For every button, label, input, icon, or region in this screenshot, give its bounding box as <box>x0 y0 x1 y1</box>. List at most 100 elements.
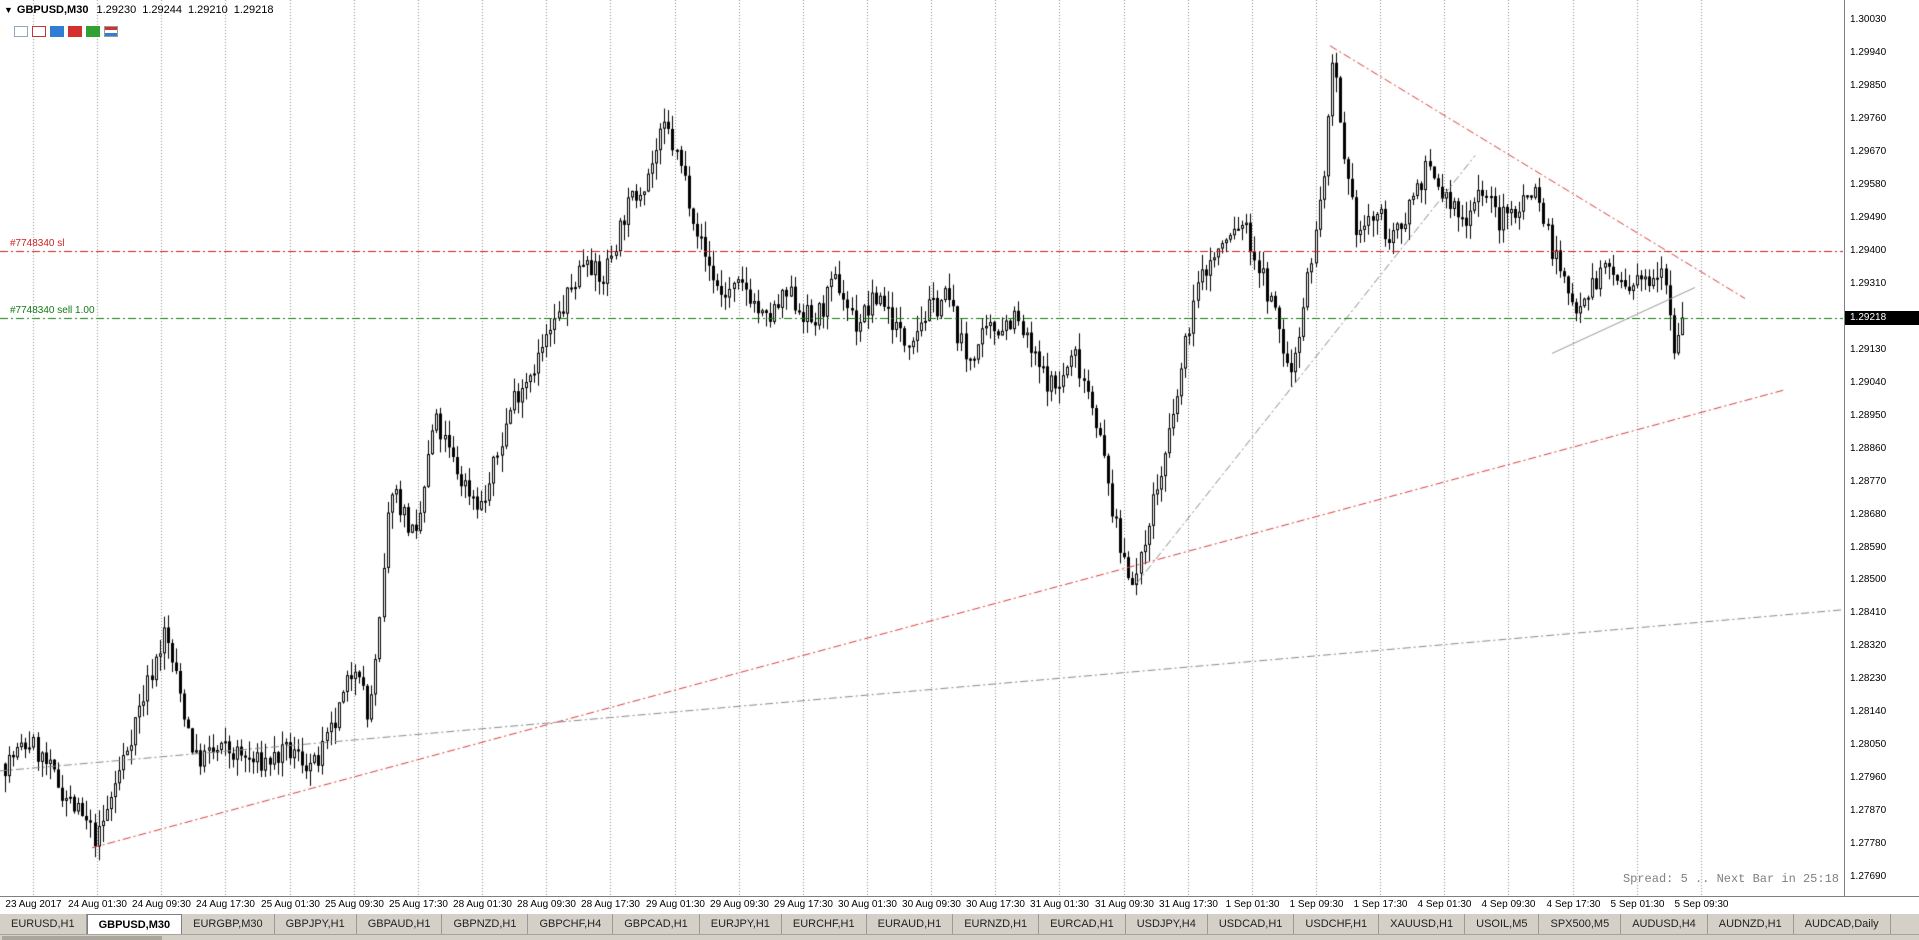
time-axis-label: 4 Sep 01:30 <box>1417 899 1472 910</box>
time-axis-label: 31 Aug 01:30 <box>1030 899 1089 910</box>
tabs-scrollbar-thumb[interactable] <box>2 936 162 940</box>
time-axis-label: 24 Aug 01:30 <box>68 899 127 910</box>
chart-ohlc-header: ▼ GBPUSD,M30 1.29230 1.29244 1.29210 1.29218 <box>4 4 280 16</box>
price-chart-canvas[interactable] <box>0 0 1843 896</box>
time-axis-label: 25 Aug 01:30 <box>261 899 320 910</box>
tab-usdcad-h1[interactable]: USDCAD,H1 <box>1208 914 1295 934</box>
time-axis-label: 29 Aug 17:30 <box>774 899 833 910</box>
collapse-chart-icon[interactable]: ▼ <box>4 5 13 15</box>
time-axis-label: 1 Sep 17:30 <box>1353 899 1408 910</box>
swatch-striped-icon[interactable] <box>104 26 118 37</box>
tab-usdjpy-h4[interactable]: USDJPY,H4 <box>1126 914 1208 934</box>
swatch-green-icon[interactable] <box>86 26 100 37</box>
price-axis-label: 1.29850 <box>1850 80 1887 92</box>
tabs-scrollbar[interactable] <box>0 934 1919 940</box>
time-axis-label: 28 Aug 01:30 <box>453 899 512 910</box>
time-axis-label: 31 Aug 17:30 <box>1159 899 1218 910</box>
swatch-blue-icon[interactable] <box>50 26 64 37</box>
tab-gbpusd-m30[interactable]: GBPUSD,M30 <box>86 914 183 934</box>
tab-eurgbp-m30[interactable]: EURGBP,M30 <box>182 914 275 934</box>
tab-eurcad-h1[interactable]: EURCAD,H1 <box>1039 914 1126 934</box>
swatch-red-outline-icon[interactable] <box>32 26 46 37</box>
time-axis-label: 24 Aug 17:30 <box>196 899 255 910</box>
spread-nextbar-status: Spread: 5 .. Next Bar in 25:18 <box>1622 872 1839 886</box>
price-axis-label: 1.29670 <box>1850 145 1887 157</box>
price-axis-label: 1.28500 <box>1850 574 1887 586</box>
tab-gbpchf-h4[interactable]: GBPCHF,H4 <box>528 914 614 934</box>
price-axis-label: 1.29940 <box>1850 47 1887 59</box>
tab-usdchf-h1[interactable]: USDCHF,H1 <box>1294 914 1380 934</box>
price-axis-label: 1.29490 <box>1850 211 1887 223</box>
time-axis-label: 1 Sep 09:30 <box>1289 899 1344 910</box>
time-axis-label: 1 Sep 01:30 <box>1225 899 1280 910</box>
price-axis-label: 1.27690 <box>1850 871 1887 883</box>
tab-spx500-m5[interactable]: SPX500,M5 <box>1539 914 1622 934</box>
chart-tabs-bar: EURUSD,H1 GBPUSD,M30 EURGBP,M30 GBPJPY,H1 GB… <box>0 913 1919 934</box>
tab-euraud-h1[interactable]: EURAUD,H1 <box>867 914 954 934</box>
price-axis-label: 1.27960 <box>1850 772 1887 784</box>
chart-toolbar-swatches <box>14 26 118 37</box>
ohlc-low: 1.29210 <box>187 4 228 16</box>
time-axis-label: 28 Aug 17:30 <box>581 899 640 910</box>
ohlc-close: 1.29218 <box>233 4 274 16</box>
time-axis-label: 5 Sep 01:30 <box>1610 899 1665 910</box>
tab-audcad-daily[interactable]: AUDCAD,Daily <box>1794 914 1891 934</box>
ohlc-open: 1.29230 <box>96 4 137 16</box>
tab-audnzd-h1[interactable]: AUDNZD,H1 <box>1708 914 1794 934</box>
time-axis-label: 25 Aug 09:30 <box>325 899 384 910</box>
time-axis-label: 29 Aug 01:30 <box>646 899 705 910</box>
time-axis-label: 23 Aug 2017 <box>5 899 62 910</box>
time-axis-label: 29 Aug 09:30 <box>710 899 769 910</box>
current-price-badge: 1.29218 <box>1845 310 1919 325</box>
ohlc-high: 1.29244 <box>142 4 182 16</box>
price-axis-label: 1.28410 <box>1850 607 1887 619</box>
tab-gbpaud-h1[interactable]: GBPAUD,H1 <box>357 914 443 934</box>
price-axis-label: 1.28860 <box>1850 442 1887 454</box>
price-axis-label: 1.27780 <box>1850 838 1887 850</box>
tab-eurusd-h1[interactable]: EURUSD,H1 <box>0 914 87 934</box>
time-axis[interactable]: 23 Aug 2017 24 Aug 01:30 24 Aug 09:30 24 Au… <box>0 896 1919 913</box>
price-axis-label: 1.29130 <box>1850 343 1887 355</box>
swatch-red-icon[interactable] <box>68 26 82 37</box>
price-axis-label: 1.28320 <box>1850 640 1887 652</box>
price-axis-label: 1.27870 <box>1850 805 1887 817</box>
time-axis-label: 30 Aug 17:30 <box>966 899 1025 910</box>
price-axis-label: 1.29400 <box>1850 244 1887 256</box>
time-axis-label: 30 Aug 01:30 <box>838 899 897 910</box>
time-axis-label: 25 Aug 17:30 <box>389 899 448 910</box>
price-axis-label: 1.28140 <box>1850 706 1887 718</box>
time-axis-label: 31 Aug 09:30 <box>1095 899 1154 910</box>
price-axis-label: 1.28050 <box>1850 739 1887 751</box>
time-axis-label: 28 Aug 09:30 <box>517 899 576 910</box>
tab-audusd-h4[interactable]: AUDUSD,H4 <box>1621 914 1708 934</box>
price-axis-label: 1.29760 <box>1850 113 1887 125</box>
time-axis-label: 30 Aug 09:30 <box>902 899 961 910</box>
time-axis-label: 4 Sep 09:30 <box>1481 899 1536 910</box>
price-axis-label: 1.28770 <box>1850 475 1887 487</box>
tab-gbpjpy-h1[interactable]: GBPJPY,H1 <box>275 914 357 934</box>
swatch-white-icon[interactable] <box>14 26 28 37</box>
tab-eurnzd-h1[interactable]: EURNZD,H1 <box>953 914 1040 934</box>
time-axis-label: 24 Aug 09:30 <box>132 899 191 910</box>
order-stop-loss-label[interactable]: #7748340 sl <box>10 237 65 249</box>
price-axis-label: 1.29310 <box>1850 277 1887 289</box>
price-axis-label: 1.28950 <box>1850 409 1887 421</box>
time-axis-label: 4 Sep 17:30 <box>1546 899 1601 910</box>
price-axis-label: 1.28590 <box>1850 541 1887 553</box>
tab-usoil-m5[interactable]: USOIL,M5 <box>1465 914 1540 934</box>
price-axis-label: 1.28680 <box>1850 508 1887 520</box>
tab-eurjpy-h1[interactable]: EURJPY,H1 <box>700 914 782 934</box>
tab-eurchf-h1[interactable]: EURCHF,H1 <box>782 914 867 934</box>
chart-symbol-label: GBPUSD,M30 <box>16 4 89 16</box>
price-axis-label: 1.30030 <box>1850 14 1887 26</box>
tab-gbpcad-h1[interactable]: GBPCAD,H1 <box>613 914 700 934</box>
price-axis-label: 1.29040 <box>1850 376 1887 388</box>
tab-xauusd-h1[interactable]: XAUUSD,H1 <box>1379 914 1466 934</box>
tab-gbpnzd-h1[interactable]: GBPNZD,H1 <box>442 914 529 934</box>
order-sell-label[interactable]: #7748340 sell 1.00 <box>10 304 95 316</box>
price-axis-label: 1.29580 <box>1850 178 1887 190</box>
chart-area: ▼ GBPUSD,M30 1.29230 1.29244 1.29210 1.29218 … <box>0 0 1843 896</box>
price-axis-label: 1.28230 <box>1850 673 1887 685</box>
price-axis[interactable]: 1.29218 1.30030 1.29940 1.29850 1.29760 1.29… <box>1844 0 1919 896</box>
